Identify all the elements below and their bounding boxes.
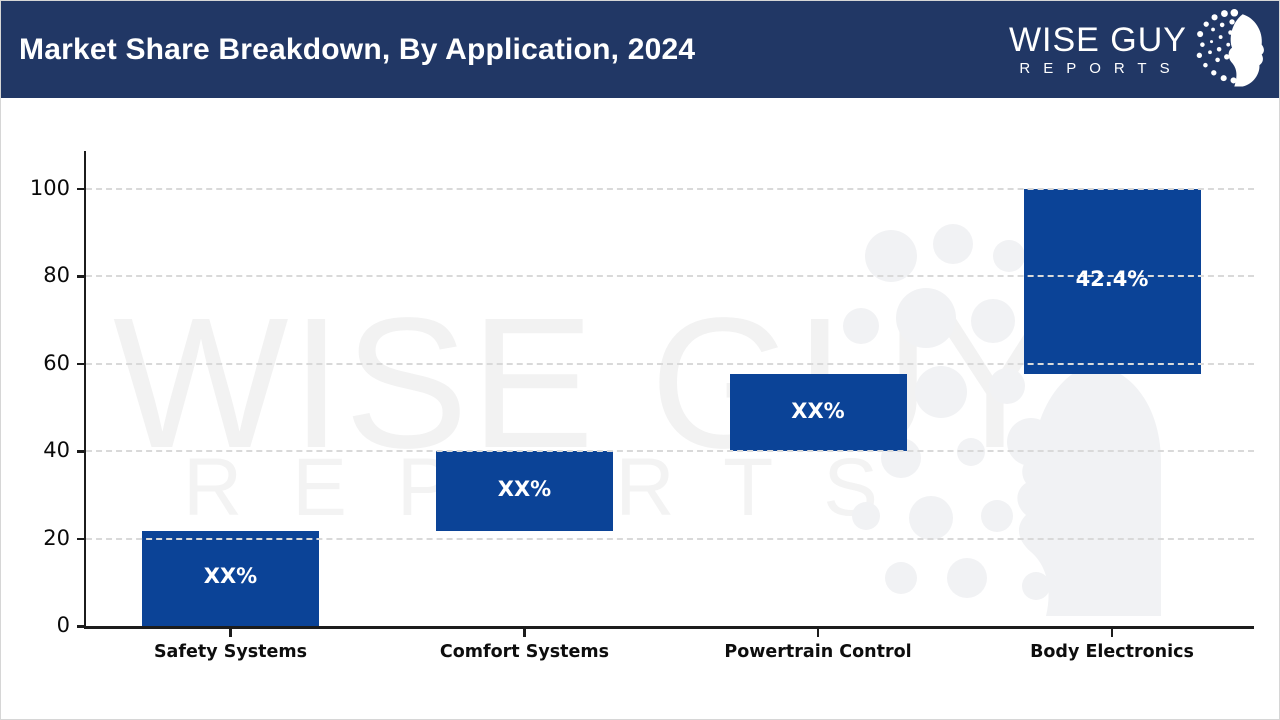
- gridline: [86, 537, 1254, 540]
- y-tick-label: 40: [43, 438, 70, 462]
- bar-segment: [729, 374, 907, 451]
- bar-segment: [142, 530, 319, 626]
- gridline: [86, 275, 1254, 277]
- logo-subtitle: REPORTS: [1019, 60, 1183, 77]
- logo-wordmark: WISE GUY: [1008, 21, 1187, 59]
- y-tick-mark: [77, 187, 86, 190]
- bar-value-label: 42.4%: [1075, 267, 1149, 292]
- y-tick-mark: [77, 450, 86, 453]
- x-axis-line: [83, 626, 1254, 629]
- y-tick-label: 20: [43, 525, 70, 550]
- wise-guy-logo: WISE GUY REPORTS: [1009, 1, 1267, 98]
- y-tick-mark: [77, 537, 86, 540]
- bar-value-label: XX%: [203, 564, 258, 589]
- bar-segment: [1023, 188, 1201, 374]
- header-bar: Market Share Breakdown, By Application, …: [1, 1, 1279, 98]
- x-tick-label: Body Electronics: [1030, 642, 1194, 662]
- x-tick-mark: [523, 628, 526, 637]
- gridline: [86, 362, 1254, 365]
- x-tick-label: Powertrain Control: [724, 642, 912, 662]
- x-tick-mark: [229, 628, 232, 637]
- bar-value-label: XX%: [791, 398, 845, 423]
- gridline: [86, 187, 1254, 190]
- y-tick-mark: [77, 275, 86, 278]
- gridline: [86, 450, 1254, 452]
- bar-segment: [436, 451, 613, 531]
- watermark-head-icon: [843, 224, 1161, 616]
- wiseguy-head-icon: [1196, 8, 1264, 86]
- y-tick-mark: [77, 362, 86, 365]
- x-tick-mark: [816, 628, 820, 637]
- x-tick-mark: [1110, 628, 1114, 637]
- y-tick-label: 0: [56, 613, 70, 637]
- y-tick-label: 100: [29, 175, 70, 200]
- x-tick-label: Safety Systems: [153, 642, 308, 662]
- logo-text: WISE GUY REPORTS: [1009, 23, 1187, 76]
- page-title: Market Share Breakdown, By Application, …: [19, 32, 696, 66]
- y-tick-label: 80: [43, 263, 70, 287]
- y-axis-line: [83, 151, 86, 628]
- y-tick-label: 60: [43, 350, 70, 375]
- x-tick-label: Comfort Systems: [439, 642, 610, 662]
- bar-value-label: XX%: [497, 476, 552, 501]
- y-tick-mark: [77, 625, 86, 628]
